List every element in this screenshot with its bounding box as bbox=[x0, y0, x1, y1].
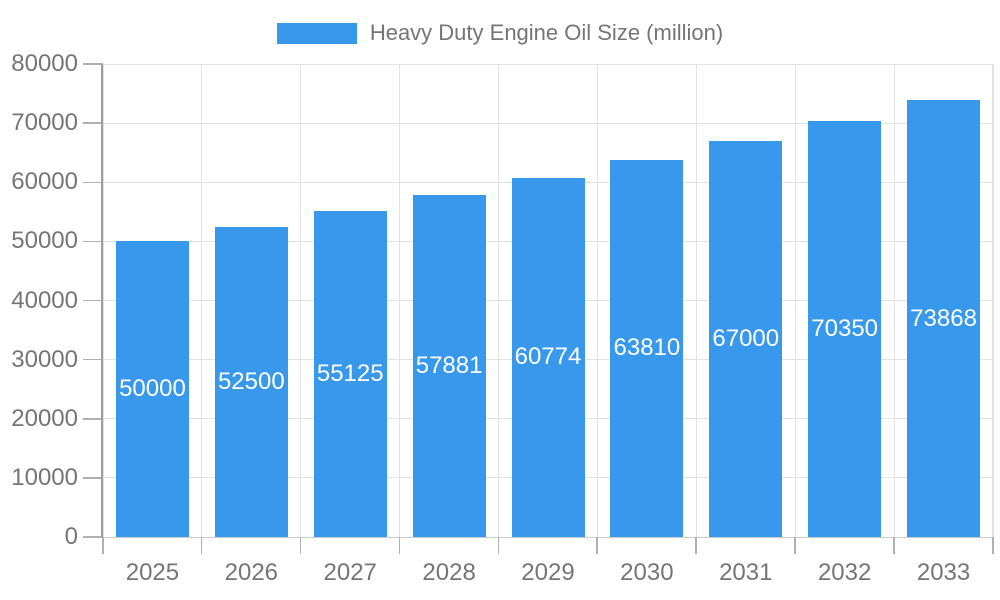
x-axis-label: 2025 bbox=[125, 559, 180, 586]
legend-label: Heavy Duty Engine Oil Size (million) bbox=[369, 20, 724, 45]
y-axis-label: 30000 bbox=[11, 345, 78, 373]
bar-value-label: 73868 bbox=[910, 304, 977, 332]
bar-value-label: 52500 bbox=[217, 367, 285, 395]
x-axis-tick bbox=[497, 537, 500, 554]
bar-value-label: 50000 bbox=[119, 375, 186, 403]
y-axis-tick bbox=[83, 358, 103, 361]
y-axis-label: 40000 bbox=[11, 286, 78, 314]
bar-2030[interactable]: 63810 bbox=[610, 159, 684, 537]
x-axis-tick bbox=[596, 537, 598, 554]
horizontal-gridline bbox=[103, 536, 993, 538]
horizontal-gridline bbox=[103, 122, 993, 124]
y-axis-tick bbox=[83, 477, 103, 479]
y-axis-label: 20000 bbox=[11, 404, 78, 432]
x-axis-tick bbox=[200, 537, 203, 554]
bar-value-label: 55125 bbox=[316, 360, 384, 388]
y-axis-label: 60000 bbox=[11, 168, 78, 196]
x-axis-tick bbox=[398, 537, 401, 554]
bar-value-label: 67000 bbox=[712, 324, 780, 352]
x-axis-label: 2033 bbox=[916, 559, 971, 586]
bar-value-label: 63810 bbox=[613, 334, 681, 362]
x-axis-label: 2026 bbox=[224, 559, 279, 586]
legend-swatch bbox=[276, 22, 357, 44]
x-axis-label: 2030 bbox=[620, 559, 674, 586]
bar-value-label: 60774 bbox=[514, 343, 582, 371]
y-axis-label: 0 bbox=[64, 523, 78, 550]
y-axis-tick bbox=[83, 418, 103, 420]
bar-value-label: 70350 bbox=[811, 315, 879, 343]
x-axis-tick bbox=[102, 537, 104, 554]
bar-2026[interactable]: 52500 bbox=[214, 226, 288, 537]
plot-right-border bbox=[992, 64, 993, 537]
x-axis-label: 2028 bbox=[422, 559, 476, 586]
y-axis-label: 80000 bbox=[11, 50, 78, 77]
vertical-gridline bbox=[992, 64, 994, 537]
y-axis-tick bbox=[83, 181, 103, 183]
bar-2031[interactable]: 67000 bbox=[709, 140, 783, 537]
bar-2033[interactable]: 73868 bbox=[907, 100, 981, 537]
x-axis-label: 2029 bbox=[521, 559, 575, 586]
bar-value-label: 57881 bbox=[415, 351, 483, 379]
y-axis-tick bbox=[83, 240, 103, 243]
y-axis-tick bbox=[83, 63, 103, 65]
x-axis-tick bbox=[794, 537, 796, 554]
x-axis-label: 2032 bbox=[817, 559, 872, 586]
x-axis-tick bbox=[695, 537, 697, 554]
legend[interactable]: Heavy Duty Engine Oil Size (million) bbox=[0, 14, 1000, 52]
bar-2029[interactable]: 60774 bbox=[511, 177, 585, 537]
x-axis-tick bbox=[992, 537, 994, 554]
y-axis-label: 50000 bbox=[11, 227, 78, 255]
x-axis-label: 2027 bbox=[323, 559, 377, 586]
x-axis-label: 2031 bbox=[719, 559, 773, 586]
horizontal-gridline bbox=[103, 63, 993, 65]
y-axis-label: 70000 bbox=[11, 109, 78, 137]
y-axis-tick bbox=[83, 536, 103, 538]
y-axis-line bbox=[101, 64, 103, 537]
bar-2027[interactable]: 55125 bbox=[313, 211, 387, 537]
bar-2028[interactable]: 57881 bbox=[412, 194, 486, 537]
x-axis-tick bbox=[893, 537, 895, 554]
bar-2032[interactable]: 70350 bbox=[808, 121, 882, 537]
x-axis-tick bbox=[299, 537, 302, 554]
bar-2025[interactable]: 50000 bbox=[115, 241, 189, 537]
y-axis-tick bbox=[83, 299, 103, 302]
y-axis-label: 10000 bbox=[11, 463, 78, 491]
y-axis-tick bbox=[83, 122, 103, 124]
